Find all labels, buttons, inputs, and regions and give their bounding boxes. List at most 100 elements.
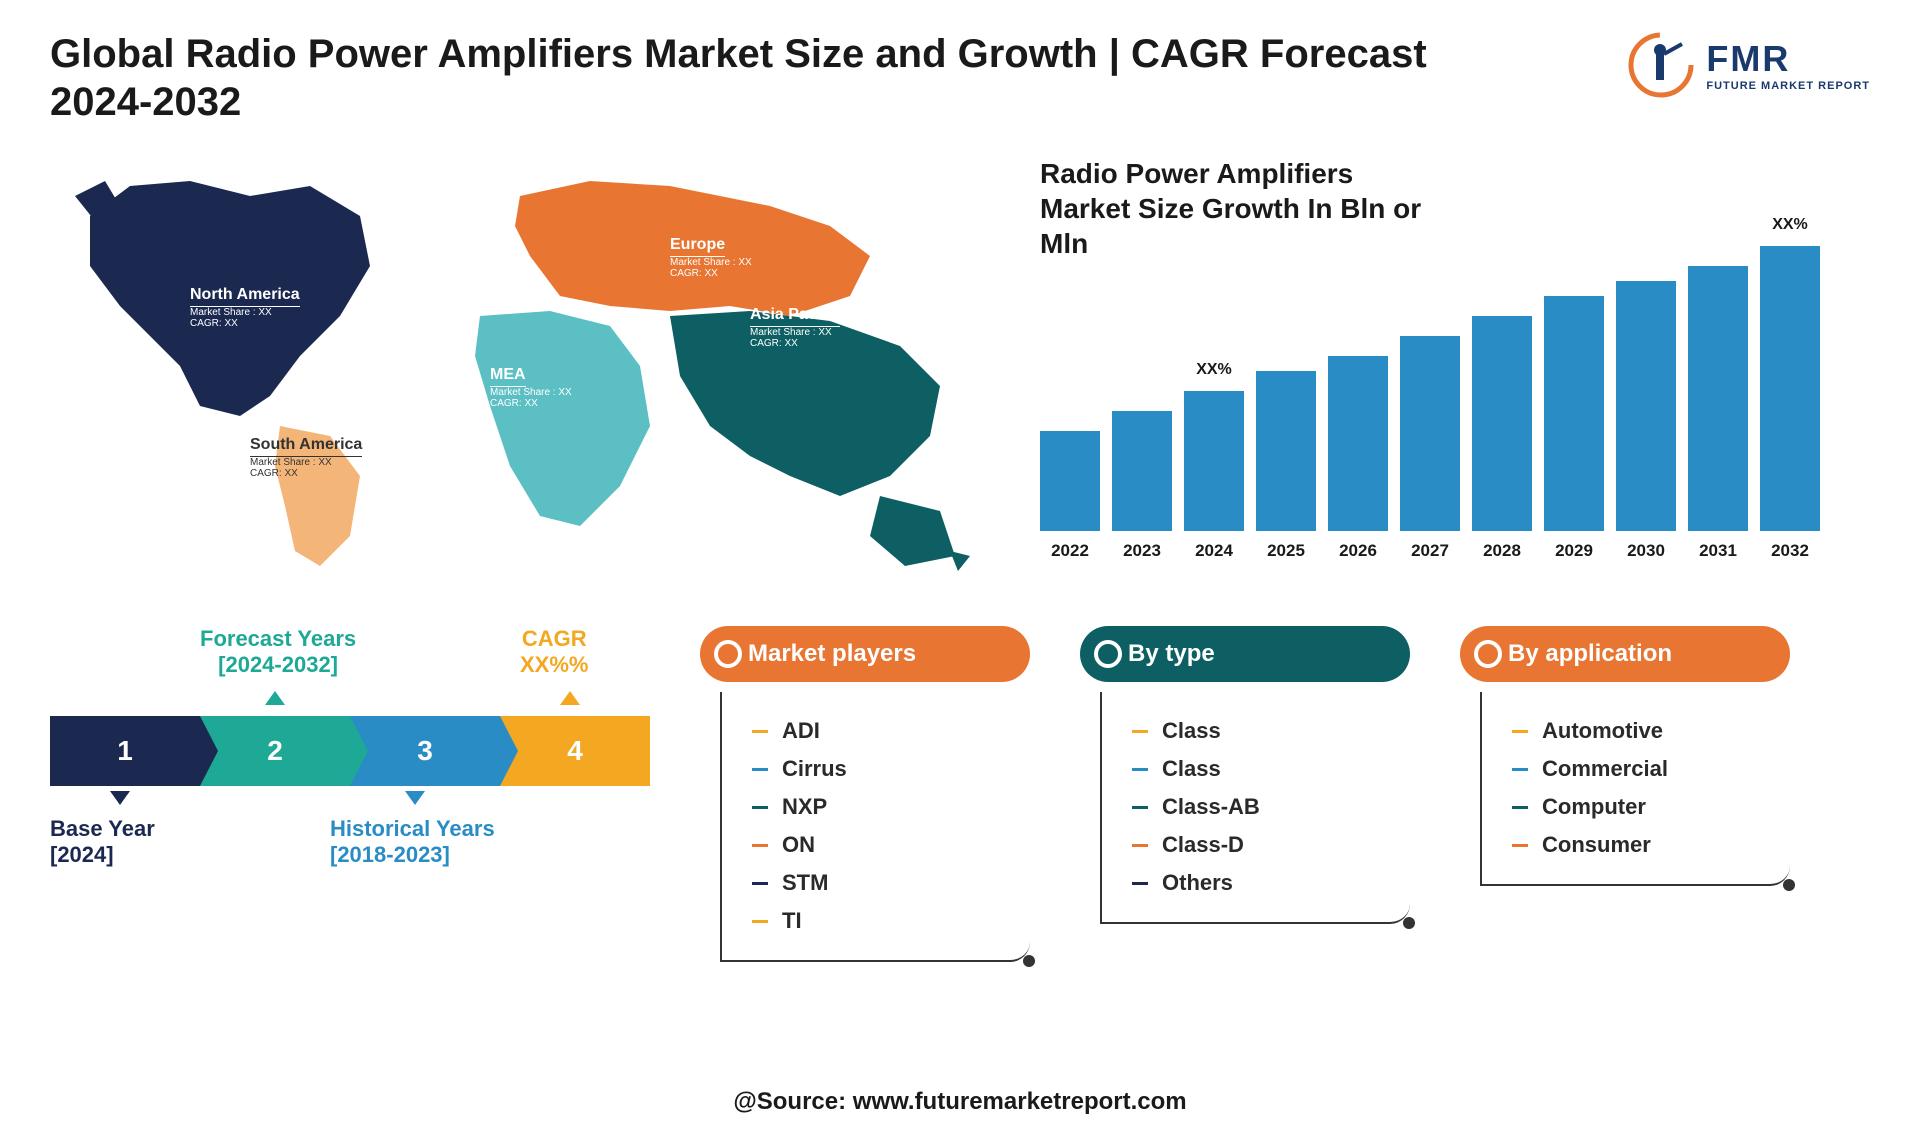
region-label-sa: South AmericaMarket Share : XXCAGR: XX bbox=[250, 436, 362, 479]
tick-icon bbox=[752, 768, 768, 771]
card-item-label: Computer bbox=[1542, 794, 1646, 820]
timeline-segment-4: 4 bbox=[500, 716, 650, 786]
card-header: By application bbox=[1460, 626, 1790, 682]
card-item-label: Commercial bbox=[1542, 756, 1668, 782]
tick-icon bbox=[1512, 768, 1528, 771]
cagr-arrow-icon bbox=[560, 691, 580, 705]
tick-icon bbox=[752, 806, 768, 809]
historical-label: Historical Years[2018-2023] bbox=[330, 816, 495, 869]
tick-icon bbox=[1512, 844, 1528, 847]
region-label-eu: EuropeMarket Share : XXCAGR: XX bbox=[670, 236, 752, 279]
bar-year-label: 2029 bbox=[1555, 541, 1593, 561]
card-item-label: ADI bbox=[782, 718, 820, 744]
card-item: ON bbox=[752, 826, 1000, 864]
forecast-label: Forecast Years[2024-2032] bbox=[200, 626, 356, 679]
base-label: Base Year[2024] bbox=[50, 816, 155, 869]
region-mea bbox=[475, 311, 650, 526]
tick-icon bbox=[752, 882, 768, 885]
info-cards: Market players ADI Cirrus NXP ON STM TI By type… bbox=[700, 626, 1870, 962]
bar-year-label: 2024 bbox=[1195, 541, 1233, 561]
card-item: Consumer bbox=[1512, 826, 1760, 864]
bar-year-label: 2025 bbox=[1267, 541, 1305, 561]
card-item-label: ON bbox=[782, 832, 815, 858]
info-card-2: By application Automotive Commercial Comput… bbox=[1460, 626, 1790, 962]
bar bbox=[1688, 266, 1748, 531]
card-item: TI bbox=[752, 902, 1000, 940]
card-item: Class bbox=[1132, 750, 1380, 788]
bar-year-label: 2022 bbox=[1051, 541, 1089, 561]
timeline-segment-3: 3 bbox=[350, 716, 500, 786]
card-item: Class-D bbox=[1132, 826, 1380, 864]
tick-icon bbox=[752, 920, 768, 923]
timeline-segment-2: 2 bbox=[200, 716, 350, 786]
bar-group-2028: 2028 bbox=[1472, 286, 1532, 561]
tick-icon bbox=[1132, 844, 1148, 847]
card-item-label: Class-AB bbox=[1162, 794, 1260, 820]
base-arrow-icon bbox=[110, 791, 130, 805]
card-item-label: STM bbox=[782, 870, 828, 896]
card-item: Others bbox=[1132, 864, 1380, 902]
bar-year-label: 2027 bbox=[1411, 541, 1449, 561]
bar-top-label: XX% bbox=[1196, 361, 1232, 385]
historical-arrow-icon bbox=[405, 791, 425, 805]
card-item: NXP bbox=[752, 788, 1000, 826]
card-item-label: Automotive bbox=[1542, 718, 1663, 744]
bar-group-2025: 2025 bbox=[1256, 341, 1316, 561]
fmr-logo: FMR FUTURE MARKET REPORT bbox=[1626, 30, 1870, 100]
forecast-arrow-icon bbox=[265, 691, 285, 705]
bar-top-label: XX% bbox=[1772, 216, 1808, 240]
bar bbox=[1040, 431, 1100, 531]
tick-icon bbox=[1132, 806, 1148, 809]
bar-year-label: 2026 bbox=[1339, 541, 1377, 561]
bar-year-label: 2030 bbox=[1627, 541, 1665, 561]
bar bbox=[1256, 371, 1316, 531]
timeline-segment-1: 1 bbox=[50, 716, 200, 786]
timeline: Forecast Years[2024-2032] CAGRXX%% 1234 … bbox=[50, 626, 650, 786]
card-item: Cirrus bbox=[752, 750, 1000, 788]
card-item-label: Class bbox=[1162, 718, 1221, 744]
card-item: Computer bbox=[1512, 788, 1760, 826]
bar bbox=[1400, 336, 1460, 531]
bar-group-2023: 2023 bbox=[1112, 381, 1172, 561]
bar-year-label: 2032 bbox=[1771, 541, 1809, 561]
bar-group-2026: 2026 bbox=[1328, 326, 1388, 561]
card-item: STM bbox=[752, 864, 1000, 902]
card-item-label: Others bbox=[1162, 870, 1233, 896]
bar-group-2024: XX% 2024 bbox=[1184, 361, 1244, 561]
logo-subtitle: FUTURE MARKET REPORT bbox=[1706, 80, 1870, 92]
tick-icon bbox=[1132, 882, 1148, 885]
cagr-label: CAGRXX%% bbox=[520, 626, 588, 679]
card-header: Market players bbox=[700, 626, 1030, 682]
bar-group-2027: 2027 bbox=[1400, 306, 1460, 561]
tick-icon bbox=[752, 844, 768, 847]
world-map: North AmericaMarket Share : XXCAGR: XXSo… bbox=[50, 156, 1000, 576]
card-item: Class bbox=[1132, 712, 1380, 750]
bar-group-2022: 2022 bbox=[1040, 401, 1100, 561]
tick-icon bbox=[1512, 730, 1528, 733]
bar bbox=[1112, 411, 1172, 531]
card-item-label: TI bbox=[782, 908, 802, 934]
card-header: By type bbox=[1080, 626, 1410, 682]
bar-group-2031: 2031 bbox=[1688, 236, 1748, 561]
bar bbox=[1760, 246, 1820, 531]
bar-group-2029: 2029 bbox=[1544, 266, 1604, 561]
bar bbox=[1328, 356, 1388, 531]
card-item-label: Class-D bbox=[1162, 832, 1244, 858]
source-attribution: @Source: www.futuremarketreport.com bbox=[733, 1088, 1186, 1116]
chart-title: Radio Power Amplifiers Market Size Growt… bbox=[1040, 156, 1440, 261]
page-title: Global Radio Power Amplifiers Market Siz… bbox=[50, 30, 1450, 126]
bar-year-label: 2023 bbox=[1123, 541, 1161, 561]
card-item-label: Consumer bbox=[1542, 832, 1651, 858]
info-card-0: Market players ADI Cirrus NXP ON STM TI bbox=[700, 626, 1030, 962]
bar bbox=[1544, 296, 1604, 531]
card-body: Class Class Class-AB Class-D Others bbox=[1100, 692, 1410, 924]
card-item-label: Cirrus bbox=[782, 756, 847, 782]
tick-icon bbox=[1132, 730, 1148, 733]
tick-icon bbox=[1132, 768, 1148, 771]
bar-year-label: 2031 bbox=[1699, 541, 1737, 561]
card-item: Commercial bbox=[1512, 750, 1760, 788]
bar bbox=[1184, 391, 1244, 531]
bar bbox=[1472, 316, 1532, 531]
card-item-label: Class bbox=[1162, 756, 1221, 782]
logo-icon bbox=[1626, 30, 1696, 100]
